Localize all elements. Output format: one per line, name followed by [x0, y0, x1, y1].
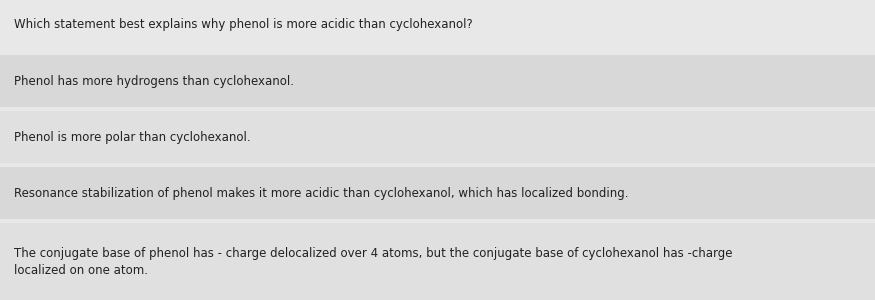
- Text: Phenol is more polar than cyclohexanol.: Phenol is more polar than cyclohexanol.: [14, 130, 250, 143]
- Text: Which statement best explains why phenol is more acidic than cyclohexanol?: Which statement best explains why phenol…: [14, 18, 472, 31]
- Bar: [0, 223, 875, 300]
- Text: The conjugate base of phenol has - charge delocalized over 4 atoms, but the conj: The conjugate base of phenol has - charg…: [14, 247, 732, 278]
- Bar: [0, 167, 875, 219]
- Bar: [0, 0, 875, 55]
- Text: Resonance stabilization of phenol makes it more acidic than cyclohexanol, which : Resonance stabilization of phenol makes …: [14, 187, 628, 200]
- Bar: [0, 111, 875, 163]
- Bar: [0, 55, 875, 107]
- Text: Phenol has more hydrogens than cyclohexanol.: Phenol has more hydrogens than cyclohexa…: [14, 74, 294, 88]
